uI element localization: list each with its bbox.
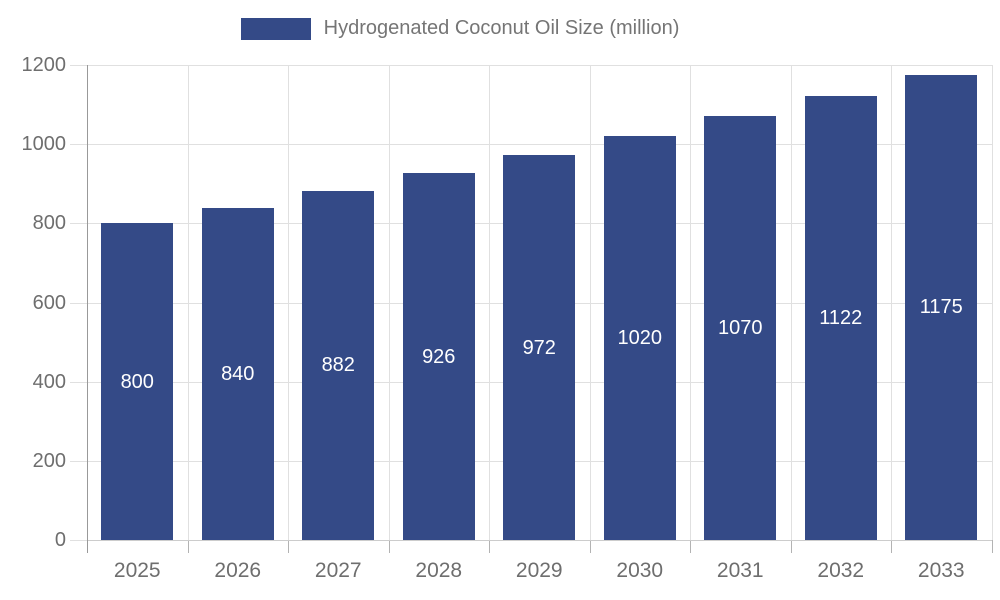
x-gridline [187,65,189,540]
bar [603,136,676,540]
bar-value-label: 1122 [819,306,863,329]
x-tick-label: 2032 [817,559,865,582]
x-axis-tick [388,540,390,553]
bar [905,74,978,540]
x-axis-tick [891,540,892,553]
bar-value-label: 840 [221,362,255,385]
bar [302,190,375,540]
x-gridline [288,65,289,540]
bar-value-label: 926 [422,345,456,368]
x-tick-label: 2031 [716,559,764,582]
x-axis-tick [690,540,691,553]
bar [402,173,475,540]
x-axis-tick [589,540,591,553]
x-axis-tick [790,540,792,553]
y-tick-label: 400 [32,370,66,393]
bar-value-label: 1070 [718,317,763,340]
bar-value-label: 972 [522,336,556,359]
y-tick-label: 600 [32,291,66,314]
x-axis-tick [288,540,289,553]
x-tick-label: 2026 [214,559,262,582]
y-gridline [70,144,992,146]
x-tick-label: 2030 [616,559,664,582]
bar-value-label: 882 [321,354,355,377]
x-tick-label: 2025 [113,559,161,582]
bar-value-label: 1175 [919,296,963,319]
y-tick-label: 200 [32,449,66,472]
x-tick-label: 2028 [415,559,463,582]
y-tick-label: 800 [32,212,66,235]
x-gridline [589,65,591,540]
bar [704,116,777,540]
bar [503,155,576,540]
x-axis-tick [489,540,490,553]
x-axis-tick [187,540,189,553]
x-tick-label: 2027 [314,559,362,582]
y-gridline [70,65,992,66]
bar [201,207,274,540]
y-tick-label: 1000 [21,133,67,156]
x-gridline [790,65,792,540]
x-gridline [690,65,691,540]
bar [101,223,174,540]
y-tick-label: 1200 [21,54,67,76]
x-gridline [891,65,892,540]
bar-value-label: 1020 [617,327,663,350]
y-axis-line [87,65,88,553]
bar [804,95,877,540]
bar-value-label: 800 [120,370,154,393]
x-gridline [388,65,390,540]
x-tick-label: 2033 [917,559,965,582]
x-axis-tick [991,540,993,553]
x-gridline [991,65,993,540]
x-tick-label: 2029 [515,559,563,582]
legend-swatch [240,17,311,40]
x-gridline [489,65,490,540]
legend-label: Hydrogenated Coconut Oil Size (million) [323,17,680,39]
y-tick-label: 0 [54,529,66,551]
legend[interactable]: Hydrogenated Coconut Oil Size (million) [0,17,920,40]
x-axis-line [87,540,992,541]
